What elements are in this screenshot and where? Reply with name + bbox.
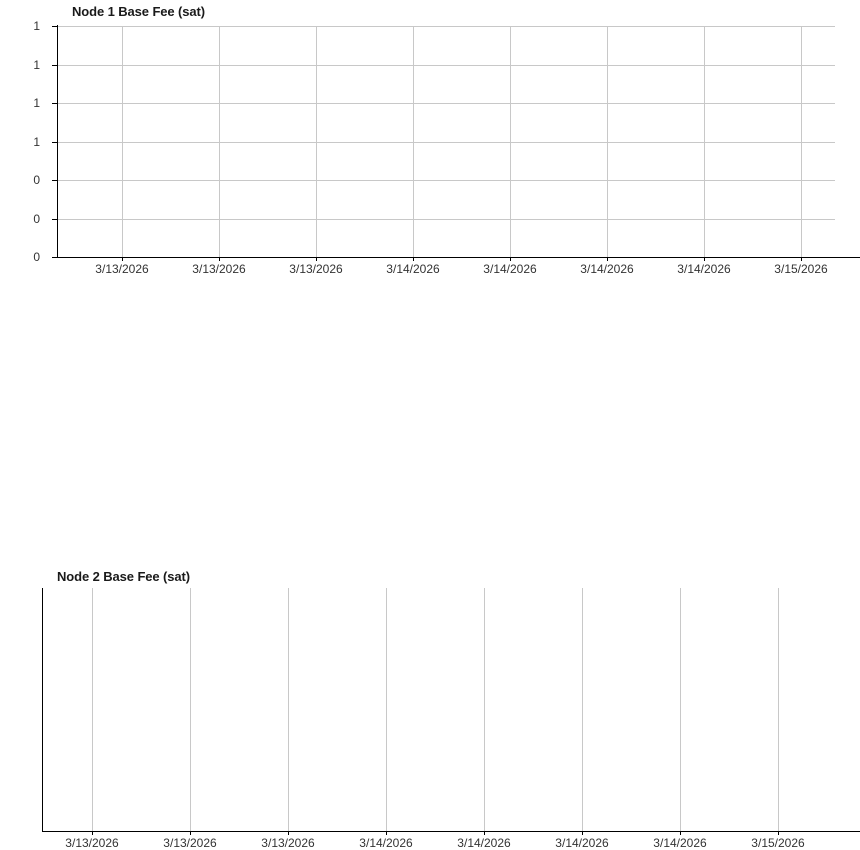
- gridline-vertical: [704, 26, 705, 257]
- x-tick-label: 3/13/2026: [289, 262, 343, 276]
- chart-title-node-1: Node 1 Base Fee (sat): [72, 4, 206, 19]
- x-tick-mark: [316, 257, 317, 261]
- x-tick-label: 3/14/2026: [555, 836, 609, 850]
- gridline-horizontal: [57, 103, 835, 104]
- plot-area-node-1: [57, 26, 835, 257]
- x-tick-label: 3/14/2026: [359, 836, 413, 850]
- y-tick-mark: [52, 180, 57, 181]
- x-tick-label: 3/14/2026: [386, 262, 440, 276]
- x-tick-label: 3/13/2026: [261, 836, 315, 850]
- gridline-horizontal: [57, 218, 835, 220]
- y-tick-group-node-1: 1 1 1 1 0 0 0: [0, 0, 50, 285]
- x-axis-line-node-1: [57, 257, 860, 258]
- gridline-vertical: [510, 26, 511, 257]
- y-tick-mark: [52, 103, 57, 104]
- x-tick-mark: [219, 257, 220, 261]
- x-tick-label: 3/14/2026: [580, 262, 634, 276]
- x-tick-label: 3/13/2026: [163, 836, 217, 850]
- y-tick-mark: [52, 64, 57, 66]
- x-tick-mark: [288, 831, 289, 835]
- x-tick-label: 3/14/2026: [677, 262, 731, 276]
- gridline-horizontal: [57, 141, 835, 143]
- x-tick-mark: [801, 257, 802, 261]
- x-tick-mark: [122, 257, 123, 261]
- gridline-vertical: [680, 588, 681, 831]
- x-axis-line-node-2: [42, 831, 860, 832]
- y-tick-label: 0: [33, 173, 40, 187]
- plot-area-node-2: [42, 588, 835, 831]
- y-tick-mark: [52, 26, 57, 27]
- x-tick-mark: [386, 831, 387, 835]
- gridline-vertical: [219, 26, 220, 257]
- x-tick-mark: [92, 831, 93, 835]
- gridline-vertical: [607, 26, 608, 257]
- y-tick-label: 1: [33, 96, 40, 110]
- x-tick-mark: [510, 257, 511, 261]
- y-tick-mark: [52, 141, 57, 143]
- x-tick-label: 3/14/2026: [653, 836, 707, 850]
- gridline-vertical: [484, 588, 485, 831]
- gridline-horizontal: [57, 180, 835, 181]
- gridline-vertical: [801, 26, 802, 257]
- x-tick-mark: [190, 831, 191, 835]
- x-tick-label: 3/15/2026: [774, 262, 828, 276]
- y-tick-label: 0: [33, 211, 40, 226]
- gridline-vertical: [386, 588, 387, 831]
- gridline-vertical: [413, 26, 414, 257]
- gridline-vertical: [122, 26, 123, 257]
- gridline-horizontal: [57, 26, 835, 27]
- gridline-horizontal: [57, 64, 835, 66]
- chart-panel-node-2: Node 2 Base Fee (sat) 3/13/2026 3/13/2026…: [0, 283, 860, 850]
- gridline-vertical: [582, 588, 583, 831]
- x-tick-mark: [607, 257, 608, 261]
- x-tick-label: 3/15/2026: [751, 836, 805, 850]
- gridline-vertical: [190, 588, 191, 831]
- x-tick-label: 3/14/2026: [483, 262, 537, 276]
- gridline-vertical: [92, 588, 93, 831]
- gridline-vertical: [288, 588, 289, 831]
- chart-panel-node-1: Node 1 Base Fee (sat) 1 1 1 1 0 0 0 3/13/2026 3…: [0, 0, 860, 285]
- x-tick-mark: [582, 831, 583, 835]
- x-tick-label: 3/14/2026: [457, 836, 511, 850]
- x-tick-mark: [680, 831, 681, 835]
- y-tick-mark: [52, 218, 57, 220]
- x-tick-label: 3/13/2026: [95, 262, 149, 276]
- y-axis-line-node-1: [57, 25, 58, 258]
- chart-title-node-2: Node 2 Base Fee (sat): [57, 569, 191, 584]
- y-tick-mark: [52, 257, 57, 258]
- y-tick-label: 1: [33, 57, 40, 72]
- y-tick-label: 0: [33, 250, 40, 264]
- gridline-vertical: [316, 26, 317, 257]
- y-axis-line-node-2: [42, 588, 43, 832]
- x-tick-label: 3/13/2026: [192, 262, 246, 276]
- gridline-vertical: [778, 588, 779, 831]
- x-tick-label: 3/13/2026: [65, 836, 119, 850]
- x-tick-mark: [484, 831, 485, 835]
- y-tick-label: 1: [33, 19, 40, 33]
- x-tick-mark: [413, 257, 414, 261]
- x-tick-mark: [704, 257, 705, 261]
- y-tick-label: 1: [33, 134, 40, 149]
- x-tick-mark: [778, 831, 779, 835]
